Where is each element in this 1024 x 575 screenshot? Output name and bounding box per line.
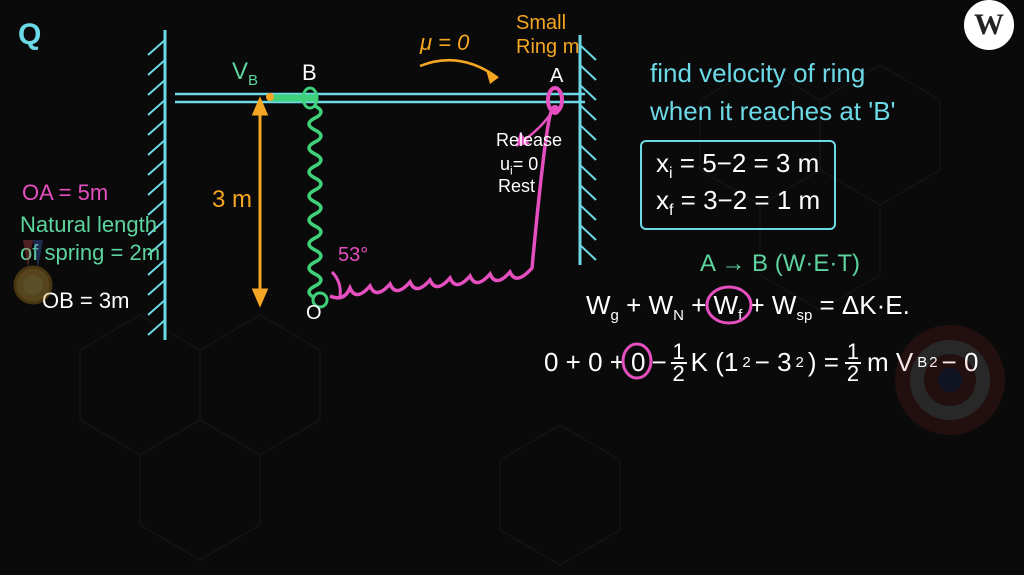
logo-badge: W bbox=[964, 0, 1014, 50]
extension-box: xi = 5−2 = 3 m xf = 3−2 = 1 m bbox=[640, 140, 836, 230]
label-mu: μ = 0 bbox=[420, 30, 469, 56]
label-ringm: Ring m bbox=[516, 36, 579, 59]
label-a: A bbox=[550, 65, 563, 88]
label-3m: 3 m bbox=[212, 186, 252, 214]
label-53: 53° bbox=[338, 244, 368, 267]
target-icon bbox=[890, 320, 1010, 440]
eq-work-sum: Wg + WN + Wf + Wsp = ΔK·E. bbox=[586, 290, 910, 324]
label-small: Small bbox=[516, 12, 566, 35]
label-o: O bbox=[306, 302, 322, 325]
medal-icon bbox=[8, 240, 58, 310]
label-vb: VB bbox=[232, 58, 258, 89]
label-ui: ui= 0 bbox=[500, 154, 538, 178]
eq-a-to-b: A → B (W·E·T) bbox=[700, 250, 860, 278]
label-release: Release bbox=[496, 130, 562, 151]
label-natural: Natural length bbox=[20, 212, 157, 238]
question-line2: when it reaches at 'B' bbox=[650, 96, 896, 127]
question-line1: find velocity of ring bbox=[650, 58, 865, 89]
label-rest: Rest bbox=[498, 176, 535, 197]
label-b: B bbox=[302, 60, 317, 86]
label-oa: OA = 5m bbox=[22, 180, 108, 206]
